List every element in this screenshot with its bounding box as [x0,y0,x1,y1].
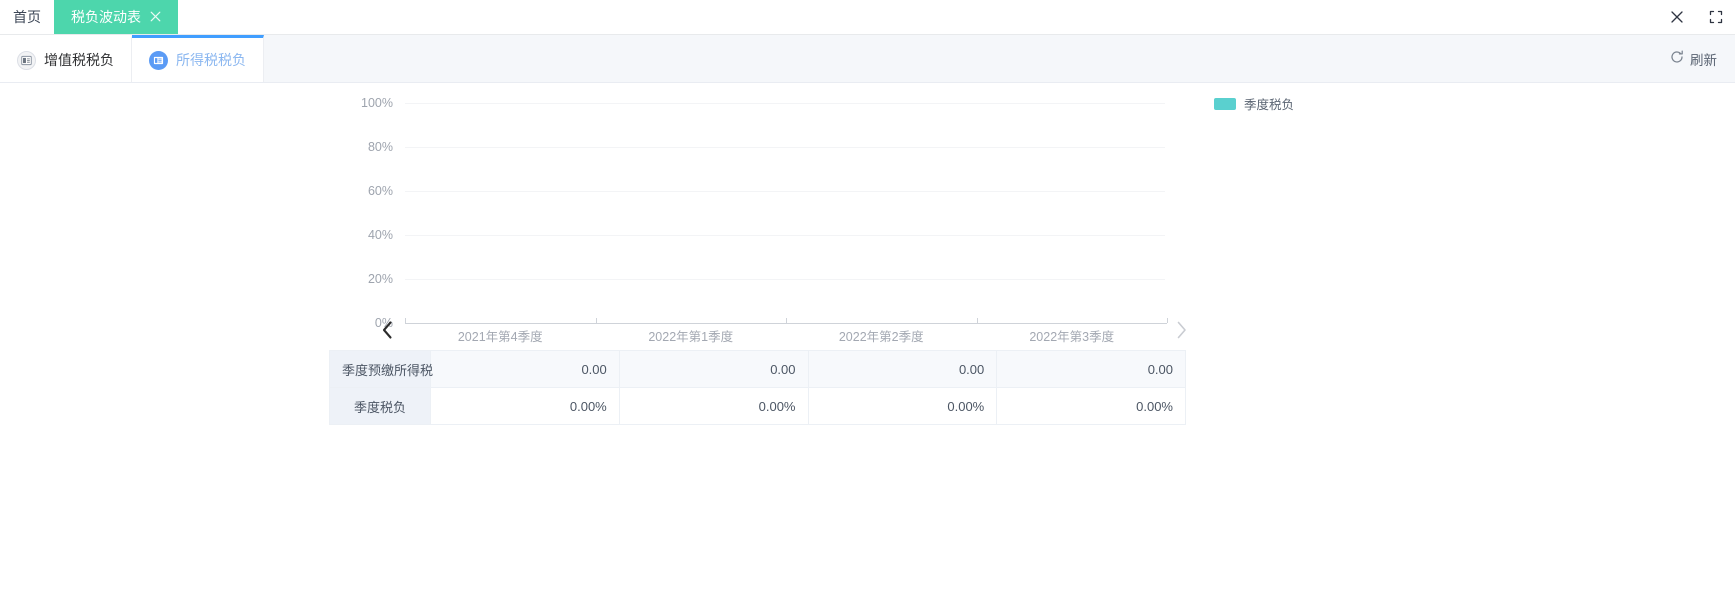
table-row: 季度预缴所得税 0.00 0.00 0.00 0.00 [329,350,1186,388]
chart-y-tick-label: 60% [367,184,393,198]
window-controls [1657,0,1735,34]
legend-label-quarterly-tax-burden: 季度税负 [1244,98,1295,112]
refresh-icon [1670,50,1684,67]
table-cell: 0.00% [808,387,998,425]
close-icon[interactable] [150,10,161,24]
chart-plot-area: 0% 20% 40% 60% 80% 100% [361,96,1165,330]
chart-x-tick-mark [595,318,597,323]
report-tab-strip: 增值税税负 所得税税负 刷新 [0,35,1735,83]
window-tab-list: 首页 税负波动表 [0,0,178,34]
tab-income-tax-burden[interactable]: 所得税税负 [132,35,264,82]
chart-gridline [405,279,1165,280]
subtab-spacer [264,35,1652,82]
chart-gridline [405,191,1165,192]
window-maximize-button[interactable] [1696,0,1735,34]
tab-income-tax-burden-label: 所得税税负 [176,52,246,68]
chart-x-axis-labels: 2021年第4季度 2022年第1季度 2022年第2季度 2022年第3季度 [405,326,1167,345]
chart-y-tick-label: 0% [374,316,393,330]
tab-home[interactable]: 首页 [0,0,54,34]
table-cell: 0.00% [996,387,1186,425]
chevron-right-icon[interactable] [1175,321,1188,343]
refresh-button-label: 刷新 [1690,52,1717,68]
table-row-header: 季度预缴所得税 [329,350,433,388]
chart-x-tick-mark [786,318,787,323]
window-tab-bar: 首页 税负波动表 [0,0,1735,35]
maximize-icon [1709,10,1722,24]
table-row: 季度税负 0.00% 0.00% 0.00% 0.00% [329,387,1186,425]
chart-y-tick-label: 80% [367,140,393,154]
table-cell: 0.00% [619,387,809,425]
table-cell: 0.00% [430,387,620,425]
income-tax-report-icon [149,50,168,70]
chart-x-tick-label: 2022年第2季度 [838,330,924,344]
window-close-button[interactable] [1657,0,1696,34]
chart-gridline [405,235,1165,236]
table-cell: 0.00 [430,350,620,388]
chart-legend[interactable]: 季度税负 [1214,94,1294,113]
table-cell: 0.00 [808,350,998,388]
legend-swatch-quarterly-tax-burden [1214,97,1236,110]
tax-burden-chart: 季度税负 0% 20% 40% 60% 80% 100% 2021年第4季度 2022年第1… [0,83,1735,383]
tab-bar-spacer [178,0,1657,34]
chart-gridline [405,103,1165,104]
chart-x-axis [405,318,1168,324]
tab-tax-fluctuation-report[interactable]: 税负波动表 [54,0,178,34]
chart-x-tick-label: 2022年第1季度 [648,330,734,344]
chart-y-tick-label: 40% [367,228,393,242]
vat-report-icon [17,50,36,70]
chart-x-tick-mark [976,318,978,323]
chart-x-tick-label: 2022年第3季度 [1029,330,1115,344]
report-content: 季度税负 0% 20% 40% 60% 80% 100% 2021年第4季度 2022年第1… [0,83,1735,593]
tab-vat-tax-burden[interactable]: 增值税税负 [0,35,132,82]
tab-tax-fluctuation-report-label: 税负波动表 [71,9,141,25]
chart-y-tick-label: 100% [361,96,393,110]
close-icon [1670,11,1683,23]
chart-x-tick-mark [1167,318,1168,323]
chevron-left-icon[interactable] [381,321,394,343]
tax-burden-table: 季度预缴所得税 0.00 0.00 0.00 0.00 季度税负 0.00% 0.00% 0.0… [329,350,1186,425]
table-row-header: 季度税负 [329,387,431,425]
chart-y-tick-label: 20% [367,272,393,286]
tab-vat-tax-burden-label: 增值税税负 [44,52,114,68]
chart-x-tick-label: 2021年第4季度 [457,330,543,344]
chart-x-tick-mark [405,318,406,323]
table-cell: 0.00 [619,350,809,388]
tab-home-label: 首页 [13,9,41,25]
chart-gridline [405,147,1165,148]
table-cell: 0.00 [996,350,1186,388]
refresh-button[interactable]: 刷新 [1652,35,1735,82]
